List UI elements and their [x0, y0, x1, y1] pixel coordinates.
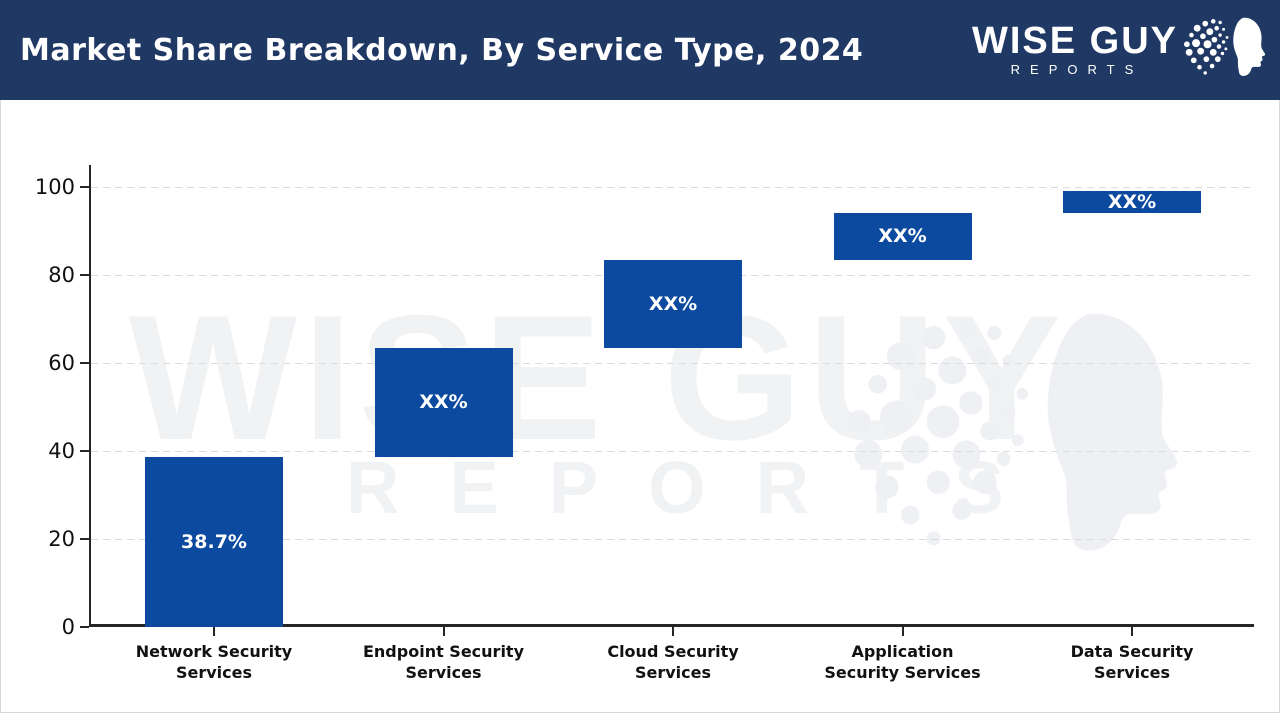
bar-value-label: 38.7% — [181, 530, 247, 553]
chart-canvas: WISE GUY REPORTS 0 20 40 60 80 100 38.7% Networ… — [0, 100, 1280, 713]
brand-name: WISE GUY — [971, 20, 1178, 62]
category-label-line: Network Security — [135, 642, 293, 661]
category-label: Endpoint Security Services — [329, 641, 559, 683]
y-axis-tick — [80, 274, 89, 276]
brand-subtitle: REPORTS — [1010, 62, 1144, 77]
x-axis-tick — [901, 627, 904, 636]
brand-wordmark: WISE GUY REPORTS — [972, 21, 1178, 79]
y-axis-tick-label: 0 — [61, 615, 75, 639]
y-axis-tick — [80, 538, 89, 540]
y-axis-tick — [80, 186, 89, 188]
x-axis-tick — [442, 627, 445, 636]
y-axis-tick-label: 40 — [48, 439, 75, 463]
bar-value-label: XX% — [648, 292, 698, 315]
category-label-line: Application — [851, 642, 954, 661]
gridline — [91, 186, 1254, 188]
category-label-line: Data Security — [1070, 642, 1194, 661]
category-label: Application Security Services — [788, 641, 1018, 683]
category-label: Cloud Security Services — [558, 641, 788, 683]
y-axis-tick — [80, 450, 89, 452]
bar-value-label: XX% — [1107, 190, 1157, 213]
waterfall-bar: XX% — [374, 347, 513, 457]
bar-value-label: XX% — [878, 225, 927, 248]
plot-area: 0 20 40 60 80 100 38.7% Network Security Service… — [35, 165, 1254, 682]
category-label-line: Services — [1093, 663, 1171, 682]
x-axis-tick — [672, 627, 674, 636]
waterfall-bar: 38.7% — [145, 456, 283, 627]
category-label-line: Security Services — [824, 663, 981, 682]
bar-value-label: XX% — [419, 391, 468, 414]
category-label-line: Endpoint Security — [362, 642, 524, 661]
y-axis-tick-label: 20 — [48, 527, 75, 551]
category-label: Network Security Services — [99, 641, 329, 683]
category-label-line: Services — [175, 663, 253, 682]
page-title: Market Share Breakdown, By Service Type,… — [20, 32, 864, 68]
y-axis-tick-label: 80 — [48, 263, 75, 287]
waterfall-bar: XX% — [1063, 190, 1201, 214]
watermark-head-icon — [847, 313, 1178, 551]
y-axis-tick — [80, 626, 89, 628]
gridline — [91, 362, 1254, 364]
x-axis-tick — [1131, 627, 1133, 636]
waterfall-bar: XX% — [833, 213, 972, 260]
brand-head-icon — [1184, 17, 1266, 76]
y-axis-tick-label: 60 — [48, 351, 75, 375]
header-bar: Market Share Breakdown, By Service Type,… — [0, 0, 1280, 100]
category-label: Data Security Services — [1017, 641, 1247, 683]
category-label-line: Services — [405, 663, 482, 682]
waterfall-bar: XX% — [604, 259, 742, 348]
category-label-line: Services — [634, 663, 712, 682]
y-axis-tick-label: 100 — [34, 175, 75, 199]
x-axis-tick — [213, 627, 215, 636]
category-label-line: Cloud Security — [607, 642, 739, 661]
gridline — [91, 538, 1254, 540]
y-axis-tick — [80, 362, 89, 364]
brand-logo: WISE GUY REPORTS — [972, 8, 1266, 92]
gridline — [91, 450, 1254, 452]
